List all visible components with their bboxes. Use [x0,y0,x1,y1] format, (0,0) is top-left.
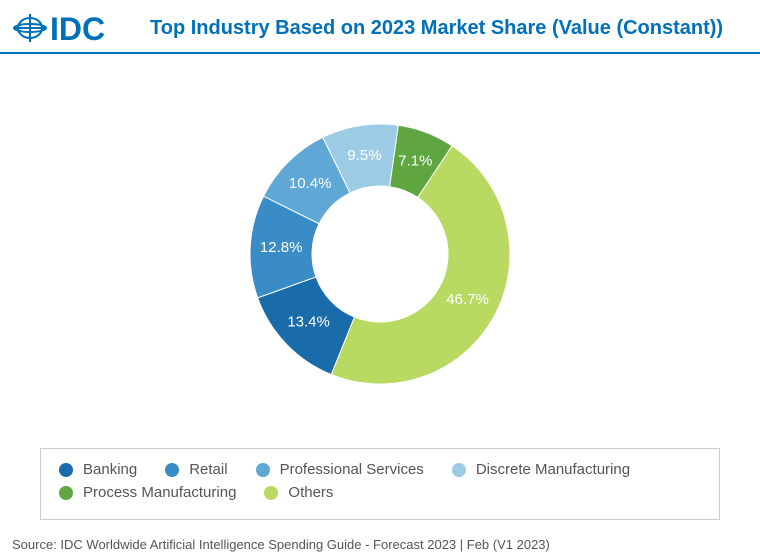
legend-item-retail: Retail [165,461,227,478]
legend-swatch [256,463,270,477]
slice-label: 46.7% [446,291,489,308]
header: IDC Top Industry Based on 2023 Market Sh… [0,0,760,54]
legend-label: Process Manufacturing [83,484,236,501]
slice-label: 12.8% [260,239,303,256]
legend-label: Others [288,484,333,501]
legend: Banking Retail Professional Services Discre… [40,448,720,520]
chart-area: 13.4% 12.8% 10.4% 9.5% 7.1% 46.7% [0,84,760,424]
legend-swatch [165,463,179,477]
slice-label: 7.1% [398,152,432,169]
legend-item-banking: Banking [59,461,137,478]
slice-label: 10.4% [289,175,332,192]
slice-label: 9.5% [347,147,381,164]
legend-item-others: Others [264,484,333,501]
legend-swatch [59,463,73,477]
legend-swatch [59,486,73,500]
legend-swatch [452,463,466,477]
legend-label: Banking [83,461,137,478]
logo-text: IDC [50,11,105,47]
source-text: Source: IDC Worldwide Artificial Intelli… [12,537,550,552]
legend-label: Discrete Manufacturing [476,461,630,478]
legend-item-process-manufacturing: Process Manufacturing [59,484,236,501]
legend-label: Retail [189,461,227,478]
legend-item-discrete-manufacturing: Discrete Manufacturing [452,461,630,478]
legend-label: Professional Services [280,461,424,478]
donut-chart: 13.4% 12.8% 10.4% 9.5% 7.1% 46.7% [210,84,550,424]
chart-title: Top Industry Based on 2023 Market Share … [150,17,723,40]
slice-label: 13.4% [287,314,330,331]
legend-item-professional-services: Professional Services [256,461,424,478]
idc-logo: IDC [12,8,132,48]
legend-swatch [264,486,278,500]
